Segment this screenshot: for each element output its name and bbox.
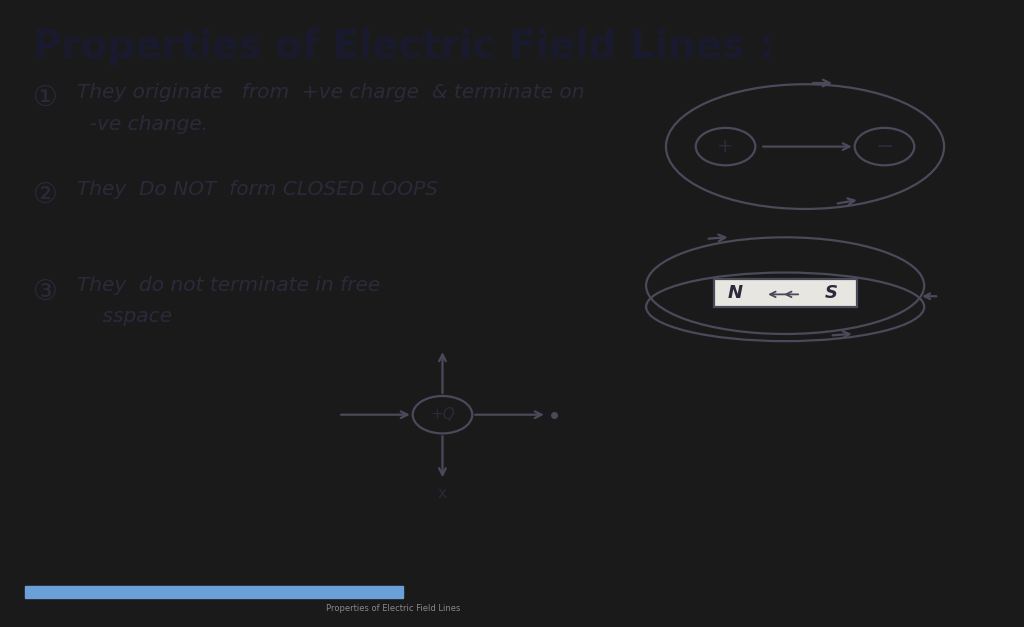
Text: They  Do NOT  form CLOSED LOOPS: They Do NOT form CLOSED LOOPS xyxy=(77,180,438,199)
Text: -ve change.: -ve change. xyxy=(77,115,208,134)
Text: They originate   from  +ve charge  & terminate on: They originate from +ve charge & termina… xyxy=(77,83,585,102)
Text: x: x xyxy=(438,487,446,502)
Text: N: N xyxy=(728,284,743,302)
Text: Properties of Electric Field Lines :: Properties of Electric Field Lines : xyxy=(33,28,774,66)
Text: ③: ③ xyxy=(33,278,58,305)
Text: sspace: sspace xyxy=(77,307,172,327)
FancyBboxPatch shape xyxy=(714,279,857,307)
Text: ①: ① xyxy=(33,84,58,112)
Text: +Q: +Q xyxy=(430,407,455,422)
Text: Properties of Electric Field Lines: Properties of Electric Field Lines xyxy=(326,604,460,613)
Text: ②: ② xyxy=(33,181,58,209)
Text: −: − xyxy=(876,137,894,157)
Text: +: + xyxy=(717,137,734,156)
Text: They  do not terminate in free: They do not terminate in free xyxy=(77,277,380,295)
Text: S: S xyxy=(824,284,838,302)
Bar xyxy=(26,586,402,598)
